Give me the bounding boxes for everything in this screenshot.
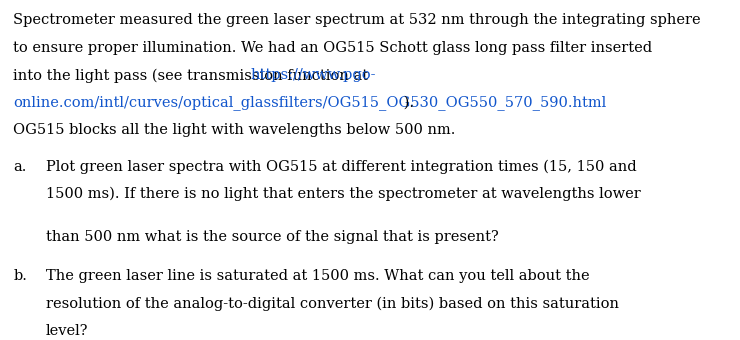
Text: a.: a. (13, 159, 27, 173)
Text: b.: b. (13, 269, 27, 283)
Text: level?: level? (46, 324, 88, 338)
Text: online.com/intl/curves/optical_glassfilters/OG515_OG530_OG550_570_590.html: online.com/intl/curves/optical_glassfilt… (13, 96, 607, 110)
Text: than 500 nm what is the source of the signal that is present?: than 500 nm what is the source of the si… (46, 230, 498, 243)
Text: ).: ). (399, 96, 414, 109)
Text: Spectrometer measured the green laser spectrum at 532 nm through the integrating: Spectrometer measured the green laser sp… (13, 13, 701, 27)
Text: The green laser line is saturated at 1500 ms. What can you tell about the: The green laser line is saturated at 150… (46, 269, 589, 283)
Text: to ensure proper illumination. We had an OG515 Schott glass long pass filter ins: to ensure proper illumination. We had an… (13, 41, 653, 55)
Text: resolution of the analog-to-digital converter (in bits) based on this saturation: resolution of the analog-to-digital conv… (46, 296, 619, 311)
Text: 1500 ms). If there is no light that enters the spectrometer at wavelengths lower: 1500 ms). If there is no light that ente… (46, 187, 640, 201)
Text: into the light pass (see transmission function at: into the light pass (see transmission fu… (13, 68, 373, 83)
Text: Plot green laser spectra with OG515 at different integration times (15, 150 and: Plot green laser spectra with OG515 at d… (46, 159, 636, 174)
Text: OG515 blocks all the light with wavelengths below 500 nm.: OG515 blocks all the light with waveleng… (13, 123, 456, 137)
Text: https://www.pgo-: https://www.pgo- (250, 68, 376, 82)
